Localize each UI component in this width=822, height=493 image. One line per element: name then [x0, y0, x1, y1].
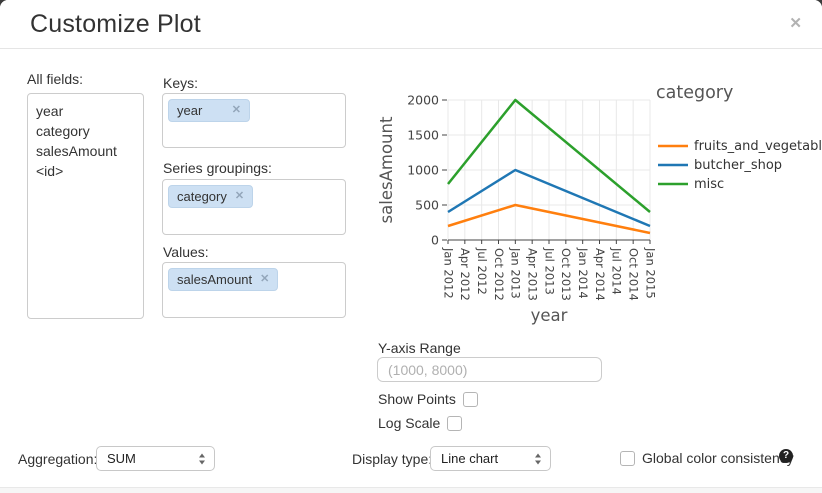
aggregation-select[interactable]: SUM [96, 446, 215, 471]
x-tick-label: Jan 2015 [643, 247, 657, 299]
tag-remove-icon[interactable]: ✕ [234, 190, 245, 202]
x-tick-label: Oct 2014 [626, 248, 640, 301]
display-type-value: Line chart [441, 451, 499, 466]
field-option[interactable]: salesAmount [36, 143, 117, 159]
all-fields-listbox[interactable]: year category salesAmount <id> [27, 93, 144, 319]
dialog-title: Customize Plot [30, 10, 201, 38]
keys-label: Keys: [163, 75, 199, 91]
y-axis-range-input[interactable] [377, 357, 602, 382]
x-tick-label: Apr 2013 [525, 248, 539, 301]
values-box[interactable]: salesAmount ✕ [162, 262, 346, 318]
display-type-select[interactable]: Line chart [430, 446, 551, 471]
x-tick-label: Jul 2014 [610, 247, 624, 295]
values-label: Values: [163, 244, 209, 260]
x-tick-label: Oct 2013 [559, 248, 573, 301]
show-points-label: Show Points [378, 391, 456, 407]
series-groupings-label: Series groupings: [163, 160, 272, 176]
help-icon[interactable]: ? [779, 449, 793, 463]
global-color-label: Global color consistency [642, 450, 794, 466]
y-axis-range-label: Y-axis Range [378, 340, 461, 356]
global-color-checkbox[interactable] [620, 450, 635, 466]
x-tick-label: Jan 2014 [576, 247, 590, 299]
y-tick-label: 1000 [407, 163, 439, 178]
x-axis-title: year [531, 306, 568, 325]
x-tick-label: Jul 2012 [475, 247, 489, 295]
tag-remove-icon[interactable]: ✕ [231, 104, 241, 116]
aggregation-value: SUM [107, 451, 136, 466]
y-tick-label: 500 [415, 198, 439, 213]
y-axis-title: salesAmount [377, 116, 396, 223]
close-icon[interactable]: ✕ [789, 15, 802, 32]
y-tick-label: 1500 [407, 128, 439, 143]
show-points-checkbox[interactable] [462, 391, 478, 407]
x-tick-label: Oct 2012 [492, 248, 506, 301]
plot-svg: 0 500 1000 1500 2000 Jan 2012 Apr 2012 Jul 2012… [377, 83, 822, 325]
all-fields-label: All fields: [27, 71, 84, 87]
series-line-fruits_and_vegetables [447, 203, 651, 235]
log-scale-checkbox[interactable] [447, 415, 463, 431]
legend-label-misc: misc [694, 177, 724, 192]
x-tick-label: Jan 2012 [441, 247, 455, 299]
x-tick-label: Jul 2013 [542, 247, 556, 295]
field-tag[interactable]: year ✕ [168, 99, 250, 122]
select-stepper-icon [199, 452, 206, 465]
field-option[interactable]: category [36, 123, 90, 139]
field-option[interactable]: year [36, 103, 64, 119]
y-tick-label: 0 [431, 233, 439, 248]
field-tag-label: salesAmount [177, 272, 253, 287]
series-groupings-box[interactable]: category ✕ [162, 179, 346, 235]
display-type-label: Display type: [352, 451, 433, 467]
field-tag[interactable]: category ✕ [168, 185, 254, 208]
keys-box[interactable]: year ✕ [162, 93, 346, 148]
x-tick-label: Jan 2013 [509, 247, 523, 299]
series-line-misc [447, 98, 651, 213]
y-tick-label: 2000 [407, 93, 439, 108]
series-line-butcher_shop [447, 168, 651, 228]
x-tick-label: Apr 2014 [593, 248, 607, 301]
tag-remove-icon[interactable]: ✕ [260, 273, 270, 285]
log-scale-label: Log Scale [378, 415, 441, 431]
field-tag-label: year [177, 103, 203, 118]
legend-title: category [656, 83, 733, 103]
legend-label-butcher_shop: butcher_shop [694, 158, 782, 173]
dialog-footer [0, 487, 822, 493]
select-stepper-icon [535, 452, 542, 465]
dialog-header: Customize Plot ✕ [0, 0, 822, 49]
aggregation-label: Aggregation: [18, 451, 98, 467]
field-option[interactable]: <id> [36, 163, 64, 179]
field-tag-label: category [177, 189, 227, 204]
field-tag[interactable]: salesAmount ✕ [168, 268, 279, 291]
legend-label-fruits_and_vegetables: fruits_and_vegetables [694, 139, 822, 154]
x-tick-label: Apr 2012 [458, 248, 472, 301]
